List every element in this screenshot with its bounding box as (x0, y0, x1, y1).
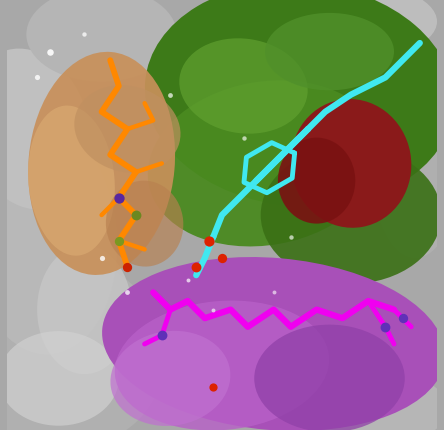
Point (287, 233, 294, 240)
Ellipse shape (102, 257, 444, 430)
Ellipse shape (28, 105, 115, 256)
Ellipse shape (254, 325, 405, 430)
Ellipse shape (106, 181, 183, 267)
Ellipse shape (373, 86, 444, 258)
Ellipse shape (26, 0, 177, 82)
Point (167, 91, 174, 98)
Ellipse shape (28, 52, 175, 275)
Point (206, 237, 213, 244)
Point (270, 289, 277, 296)
Point (184, 276, 191, 283)
Point (158, 332, 165, 339)
Ellipse shape (222, 0, 437, 64)
Ellipse shape (0, 331, 119, 426)
Point (218, 255, 226, 261)
Ellipse shape (145, 0, 444, 207)
Ellipse shape (74, 85, 181, 173)
Ellipse shape (179, 38, 308, 134)
Point (47, 48, 54, 55)
Point (124, 289, 131, 296)
Ellipse shape (37, 245, 132, 374)
Ellipse shape (278, 138, 355, 224)
Ellipse shape (115, 301, 329, 430)
Point (210, 306, 217, 313)
Point (240, 134, 247, 141)
Point (98, 255, 105, 261)
Point (193, 263, 200, 270)
Ellipse shape (111, 331, 230, 426)
Point (115, 237, 123, 244)
Ellipse shape (0, 49, 91, 209)
Ellipse shape (0, 119, 117, 354)
Point (124, 263, 131, 270)
Ellipse shape (0, 255, 166, 430)
Ellipse shape (265, 13, 394, 90)
Ellipse shape (261, 146, 441, 284)
Ellipse shape (297, 370, 444, 430)
Point (81, 31, 88, 38)
Point (382, 323, 389, 330)
Point (115, 194, 123, 201)
Ellipse shape (291, 99, 411, 228)
Point (132, 212, 139, 218)
Ellipse shape (148, 80, 382, 246)
Point (34, 74, 41, 81)
Point (399, 315, 406, 322)
Point (210, 384, 217, 390)
